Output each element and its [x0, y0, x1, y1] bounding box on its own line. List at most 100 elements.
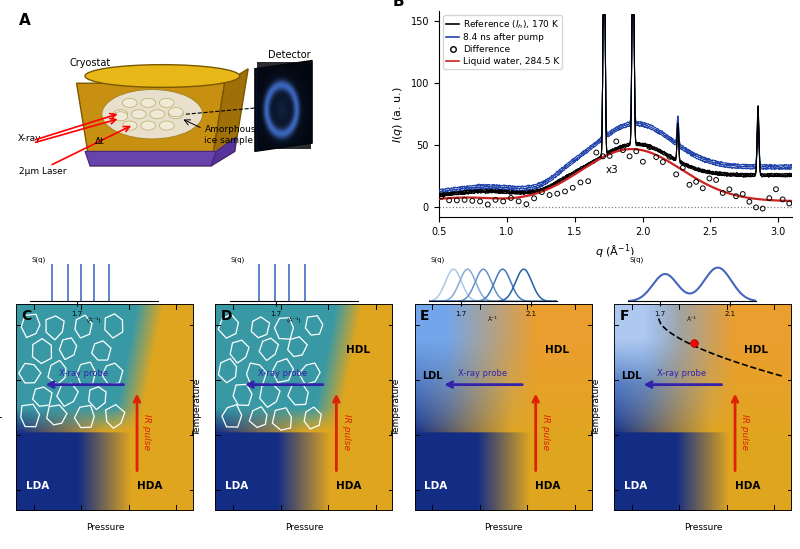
Point [703, 174, 716, 183]
Point [558, 187, 571, 196]
Point [783, 199, 796, 208]
Point [750, 203, 762, 212]
X-axis label: (Å⁻¹): (Å⁻¹) [87, 317, 102, 323]
Text: S(q): S(q) [630, 256, 644, 263]
Point [543, 191, 556, 199]
Text: LDL: LDL [422, 371, 442, 382]
Point [710, 176, 722, 184]
Point [489, 195, 502, 204]
Point [696, 184, 709, 193]
Text: C: C [22, 309, 31, 323]
Text: IR pulse: IR pulse [142, 414, 151, 450]
X-axis label: Å⁻¹: Å⁻¹ [687, 317, 698, 322]
Text: Cryostat: Cryostat [70, 58, 111, 68]
Point [535, 188, 548, 197]
Text: LDA: LDA [26, 481, 49, 491]
Text: S(q): S(q) [31, 256, 46, 263]
Point [597, 152, 610, 161]
Text: 2μm Laser: 2μm Laser [19, 167, 67, 176]
Point [603, 152, 616, 160]
Point [670, 170, 682, 179]
Circle shape [141, 121, 156, 130]
X-axis label: Å⁻¹: Å⁻¹ [488, 317, 498, 322]
Point [657, 158, 670, 166]
Point [505, 194, 518, 203]
Text: B: B [393, 0, 404, 9]
Point [776, 195, 789, 204]
Text: Amorphous
ice sample: Amorphous ice sample [205, 125, 256, 144]
Text: D: D [221, 309, 232, 323]
Text: HDA: HDA [137, 481, 162, 491]
Circle shape [141, 98, 156, 108]
Text: S(q): S(q) [430, 256, 445, 263]
Point [512, 197, 525, 206]
X-axis label: $q$ (Å$^{-1}$): $q$ (Å$^{-1}$) [595, 243, 635, 261]
Point [630, 147, 642, 156]
Point [474, 197, 486, 206]
Point [730, 192, 742, 200]
Text: HDL: HDL [346, 345, 370, 355]
Point [497, 197, 510, 206]
Text: X-ray probe: X-ray probe [458, 369, 507, 378]
Circle shape [159, 121, 174, 130]
Point [723, 185, 736, 194]
Circle shape [113, 110, 128, 119]
Point [574, 178, 587, 187]
Point [623, 152, 636, 161]
Point [566, 183, 579, 192]
Text: X-ray probe: X-ray probe [657, 369, 706, 378]
Text: x3: x3 [606, 165, 618, 175]
Text: LDL: LDL [622, 371, 642, 382]
Text: E: E [420, 309, 430, 323]
Point [690, 177, 702, 186]
Point [756, 204, 769, 213]
Circle shape [122, 98, 137, 108]
Point [637, 158, 650, 166]
Text: F: F [619, 309, 629, 323]
Point [770, 185, 782, 194]
Circle shape [113, 112, 128, 121]
Circle shape [169, 110, 183, 119]
Text: HDL: HDL [745, 345, 769, 355]
Point [643, 143, 656, 152]
Text: Temperature: Temperature [193, 379, 202, 436]
Text: LDA: LDA [425, 481, 448, 491]
Circle shape [150, 110, 165, 119]
Text: IR pulse: IR pulse [342, 414, 350, 450]
Text: S(q): S(q) [231, 256, 245, 263]
Point [716, 189, 729, 198]
Text: Temperature: Temperature [592, 379, 601, 436]
Text: IR pulse: IR pulse [740, 414, 750, 450]
Point [590, 148, 602, 157]
Point [677, 163, 690, 172]
Ellipse shape [85, 65, 240, 87]
Point [458, 195, 471, 204]
Point [551, 189, 564, 198]
Point [582, 177, 594, 186]
Text: X-ray probe: X-ray probe [59, 369, 108, 378]
Point [736, 189, 749, 198]
Text: HDA: HDA [336, 481, 362, 491]
Point [442, 196, 455, 205]
Text: Pressure: Pressure [86, 523, 124, 531]
Y-axis label: $I(q)$ (a. u.): $I(q)$ (a. u.) [391, 86, 405, 143]
Circle shape [159, 98, 174, 108]
Ellipse shape [102, 89, 202, 139]
Polygon shape [85, 152, 216, 166]
Point [610, 137, 622, 146]
Text: A: A [19, 13, 31, 28]
Point [466, 197, 478, 205]
Text: LDA: LDA [624, 481, 647, 491]
Point [482, 200, 494, 209]
X-axis label: (Å⁻¹): (Å⁻¹) [286, 317, 301, 323]
Point [617, 145, 630, 154]
Point [650, 153, 662, 161]
Text: X-ray: X-ray [18, 135, 41, 143]
Text: LDA: LDA [225, 481, 248, 491]
Circle shape [131, 110, 146, 119]
Polygon shape [255, 60, 312, 152]
Text: IR pulse: IR pulse [541, 414, 550, 450]
Text: Pressure: Pressure [684, 523, 722, 531]
Point [763, 194, 776, 203]
Legend: Reference ($I_h$), 170 K, 8.4 ns after pump, Difference, Liquid water, 284.5 K: Reference ($I_h$), 170 K, 8.4 ns after p… [443, 15, 562, 69]
